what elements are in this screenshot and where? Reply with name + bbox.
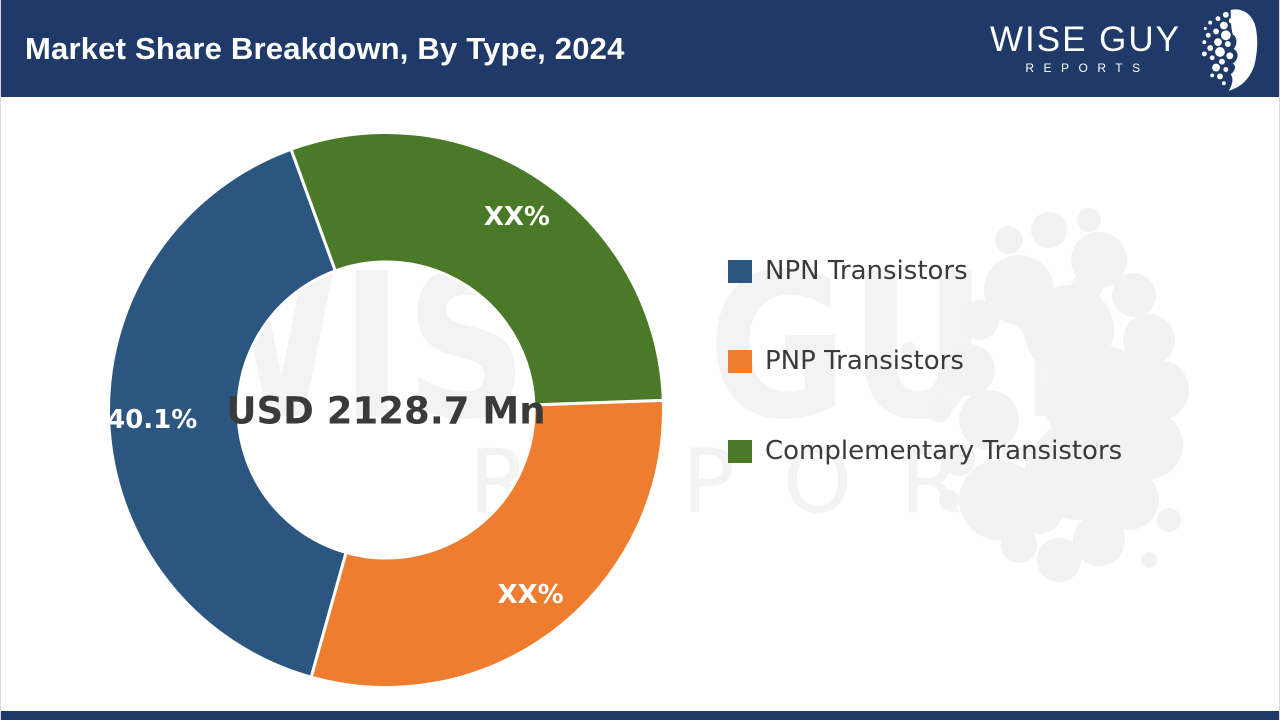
brand-name: WISE GUY <box>989 20 1181 59</box>
brand-logo: WISE GUY REPORTS <box>990 5 1263 93</box>
legend-item: PNP Transistors <box>728 345 1122 377</box>
brand-subtitle: REPORTS <box>1025 61 1150 75</box>
segment-value-label: XX% <box>484 202 550 232</box>
legend-label: NPN Transistors <box>765 256 968 286</box>
legend-swatch-icon <box>728 259 752 283</box>
segment-value-label: XX% <box>498 580 564 610</box>
legend-swatch-icon <box>728 439 752 463</box>
legend-label: Complementary Transistors <box>765 436 1123 466</box>
chart-center-value: USD 2128.7 Mn <box>226 389 546 433</box>
footer-bar <box>1 711 1279 720</box>
watermark-face-dots-icon <box>901 208 1189 582</box>
legend-label: PNP Transistors <box>765 346 964 376</box>
segment-value-label: 40.1% <box>107 405 197 435</box>
brand-logo-text: WISE GUY REPORTS <box>990 22 1181 75</box>
donut-chart: 40.1% XX% XX% <box>107 131 665 689</box>
chart-title: Market Share Breakdown, By Type, 2024 <box>25 30 625 66</box>
brand-face-icon <box>1201 8 1258 91</box>
chart-legend: NPN Transistors PNP Transistors Complement… <box>728 255 1122 467</box>
legend-item: NPN Transistors <box>728 255 1122 287</box>
donut-segment <box>107 147 348 679</box>
donut-segment <box>309 398 665 689</box>
legend-item: Complementary Transistors <box>728 435 1122 467</box>
legend-swatch-icon <box>728 349 752 373</box>
header-bar: Market Share Breakdown, By Type, 2024 WI… <box>1 0 1279 97</box>
donut-segment <box>289 131 665 407</box>
